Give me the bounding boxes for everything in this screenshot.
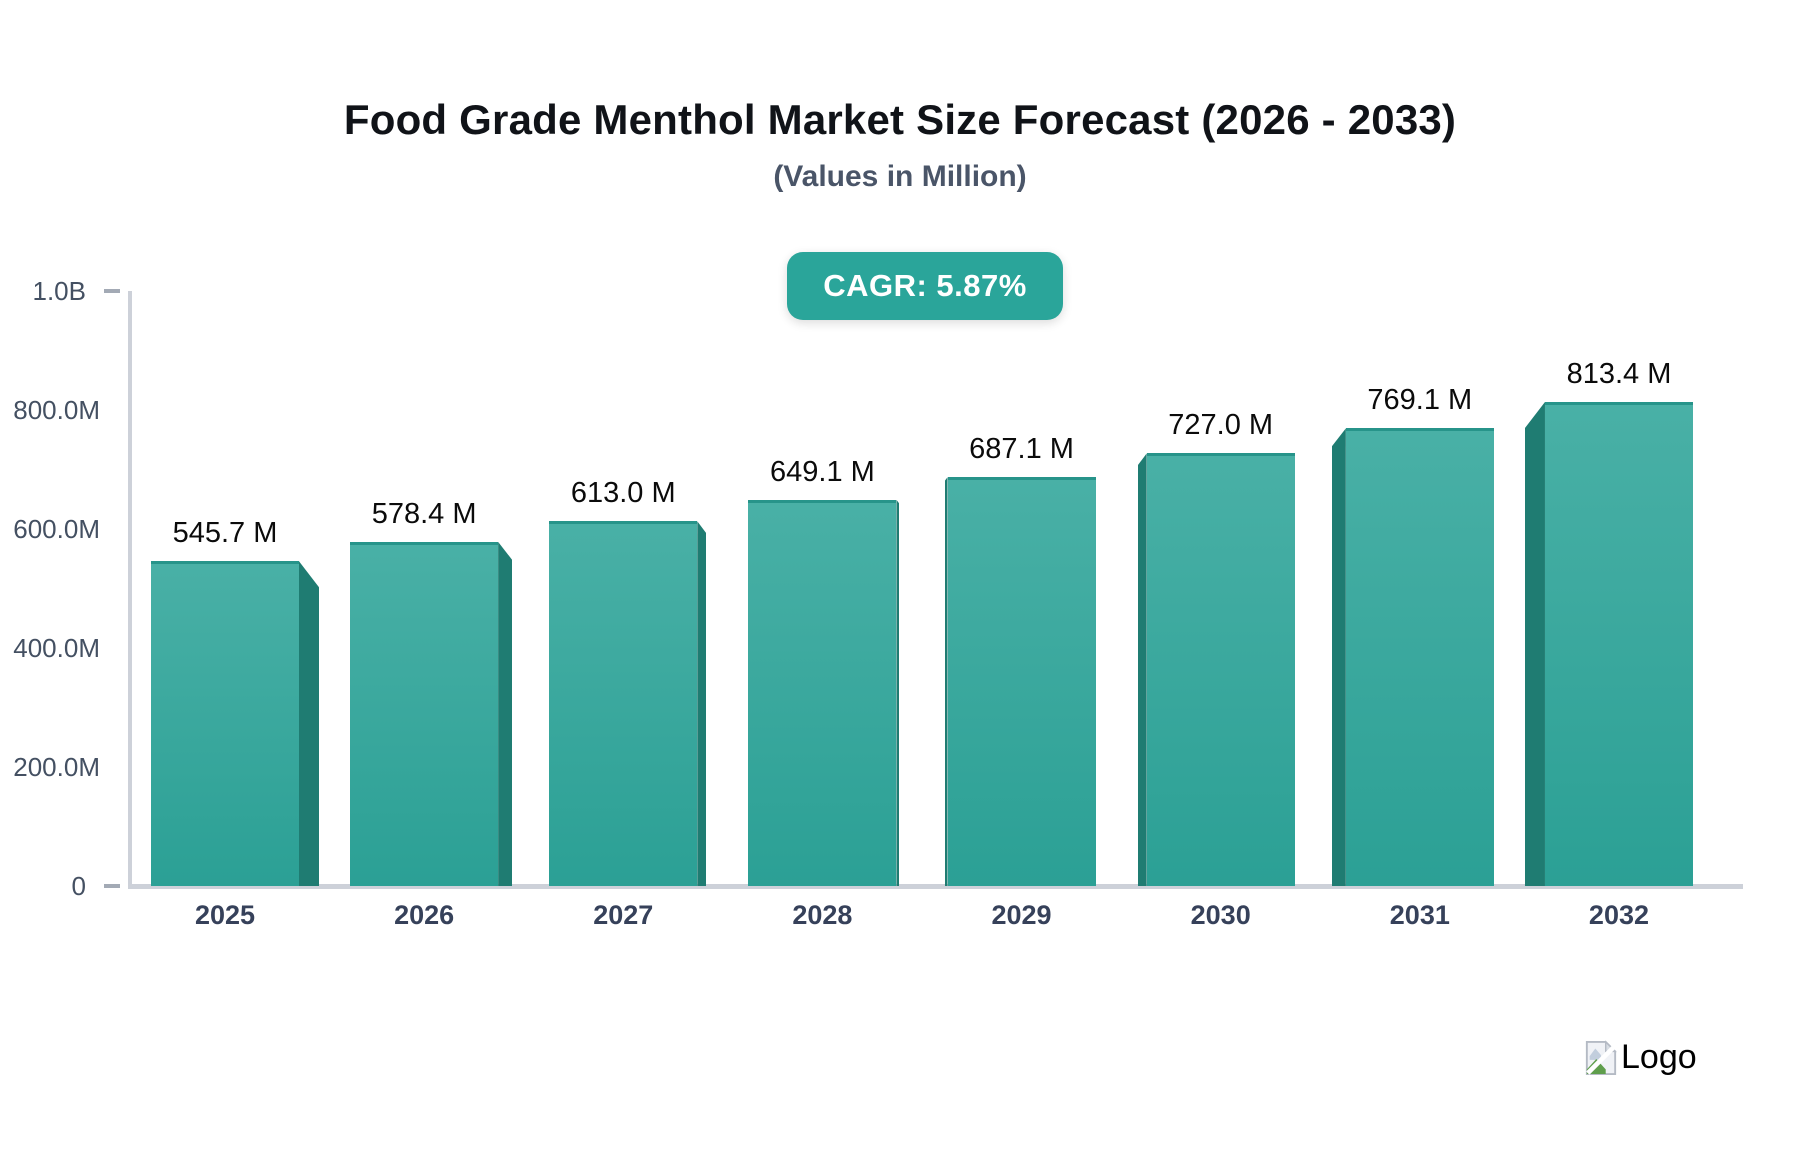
bar-side-face [498, 541, 513, 886]
x-tick-label: 2028 [792, 900, 853, 930]
bar-side-face [299, 561, 319, 886]
bar [350, 541, 499, 886]
bar [1146, 453, 1295, 886]
y-tick-label: 0 [71, 871, 86, 901]
x-tick-label: 2027 [593, 900, 654, 930]
cagr-badge: CAGR: 5.87% [787, 252, 1063, 320]
bar-value-label: 687.1 M [969, 433, 1074, 466]
bar-side-face [1331, 428, 1346, 886]
bar-side-face [1524, 402, 1545, 886]
y-tick-label: 600.0M [13, 514, 100, 544]
bar-side-face [944, 477, 948, 886]
bar [1345, 428, 1494, 886]
x-axis-line [128, 884, 1743, 889]
x-tick-label: 2029 [991, 900, 1052, 930]
cagr-badge-label: CAGR: 5.87% [823, 268, 1027, 303]
y-tick-label: 400.0M [13, 633, 100, 663]
y-tick-label: 200.0M [13, 752, 100, 782]
y-tick-dash [104, 289, 120, 293]
bar-value-label: 578.4 M [371, 497, 477, 530]
bar-side-face [1137, 453, 1147, 886]
y-tick-dash [104, 884, 120, 888]
bar-side-face [697, 521, 707, 886]
y-axis-line [128, 291, 132, 886]
chart-subtitle: (Values in Million) [773, 160, 1027, 193]
bar [151, 561, 299, 886]
chart-title: Food Grade Menthol Market Size Forecast … [343, 96, 1457, 143]
bar-value-label: 613.0 M [570, 477, 676, 510]
bar [549, 521, 698, 886]
x-tick-label: 2032 [1588, 900, 1649, 930]
logo: Logo [1584, 1038, 1697, 1077]
bar-value-label: 769.1 M [1367, 384, 1473, 417]
bar [748, 499, 897, 886]
x-tick-label: 2025 [194, 900, 256, 930]
y-tick-label: 800.0M [13, 395, 100, 425]
bar-value-label: 727.0 M [1168, 409, 1274, 442]
bar [1544, 402, 1693, 886]
broken-image-icon [1585, 1039, 1617, 1075]
x-tick-label: 2030 [1190, 900, 1251, 930]
bar-value-label: 545.7 M [172, 517, 278, 550]
bar-side-face [896, 499, 900, 886]
y-tick-label: 1.0B [32, 276, 87, 306]
x-tick-label: 2031 [1389, 900, 1450, 930]
x-tick-label: 2026 [394, 900, 455, 930]
bar [947, 477, 1096, 886]
bar-value-label: 813.4 M [1566, 358, 1672, 391]
bar-value-label: 649.1 M [770, 455, 875, 488]
logo-label: Logo [1621, 1038, 1697, 1076]
